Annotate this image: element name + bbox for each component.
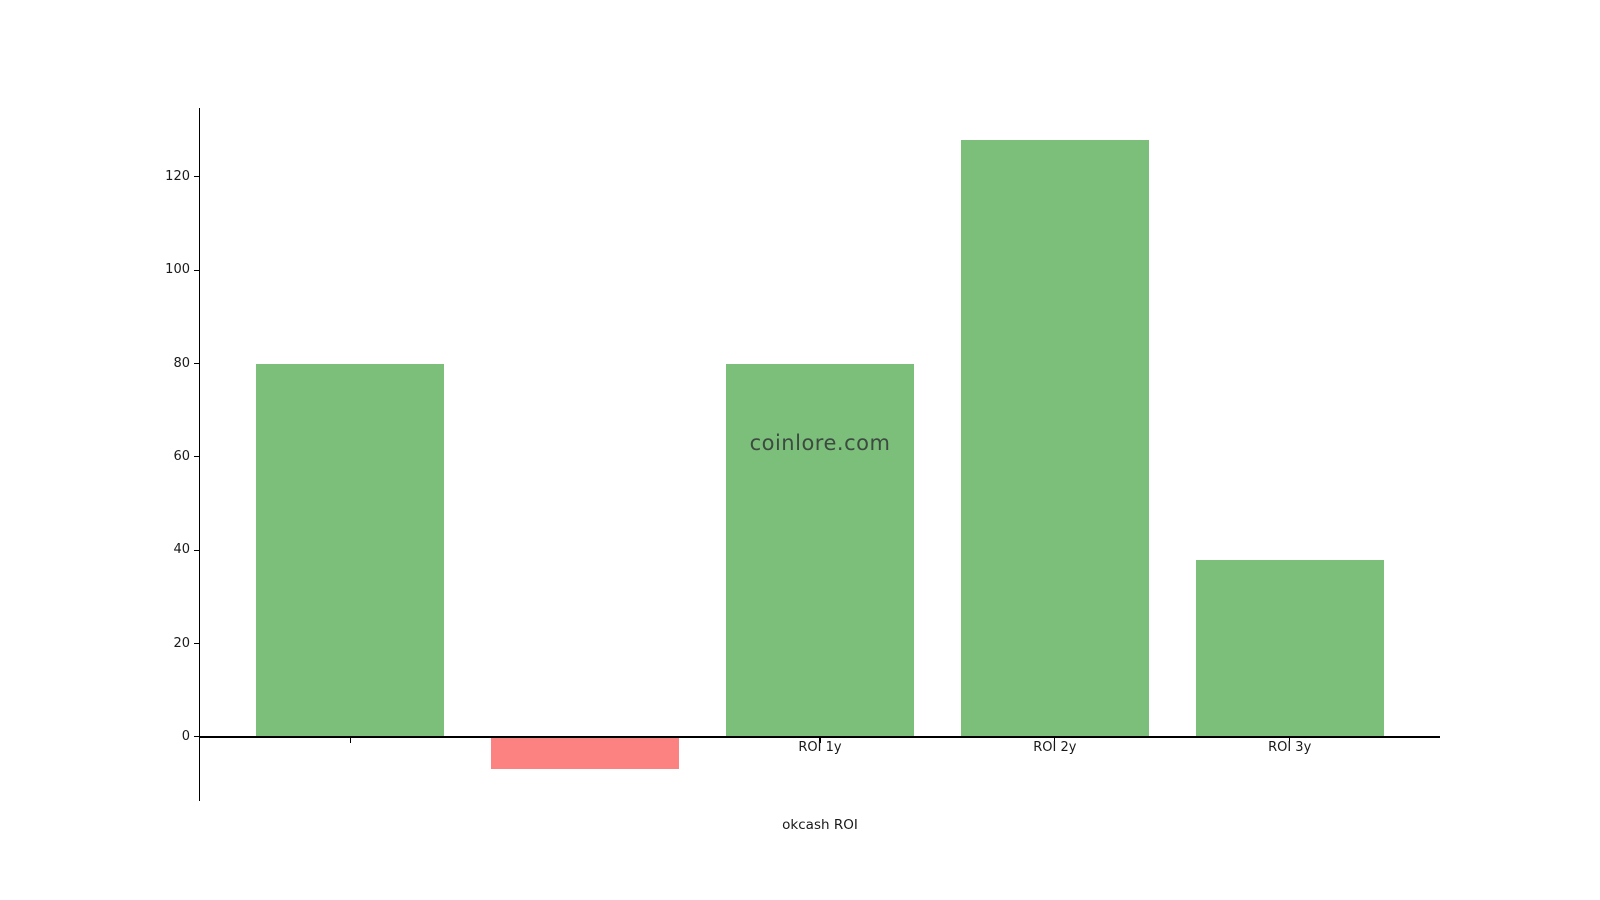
bar-roi-2y	[960, 139, 1149, 737]
y-tick	[194, 642, 200, 645]
x-tick-label-roi-2y: ROI 2y	[1033, 739, 1077, 755]
y-tick-label: 120	[165, 168, 190, 184]
x-axis-title: okcash ROI	[782, 817, 858, 833]
y-tick-label: 80	[173, 355, 190, 371]
y-tick	[194, 176, 200, 178]
y-tick-label: 20	[173, 635, 190, 651]
bar-roi-1y	[726, 363, 914, 737]
x-tick	[349, 736, 351, 743]
x-tick	[1289, 736, 1291, 743]
x-tick	[819, 736, 821, 743]
bar-1	[491, 736, 680, 770]
y-tick-label: 0	[181, 728, 190, 744]
bar-0	[256, 363, 445, 737]
x-tick-label-roi-3y: ROI 3y	[1268, 739, 1312, 755]
y-tick	[194, 456, 200, 458]
x-tick	[1054, 736, 1056, 743]
y-tick-label: 60	[173, 448, 190, 464]
y-tick	[194, 269, 200, 271]
y-tick	[194, 736, 200, 738]
y-axis-spine	[198, 108, 200, 801]
x-axis-zero-line	[200, 736, 1440, 738]
bar-roi-3y	[1195, 559, 1384, 737]
x-tick-label-roi-1y: ROI 1y	[798, 739, 842, 755]
y-tick	[194, 549, 200, 551]
y-tick-label: 40	[173, 542, 190, 558]
y-tick	[194, 362, 200, 365]
watermark-text: coinlore.com	[749, 431, 891, 455]
y-tick-label: 100	[165, 262, 190, 278]
